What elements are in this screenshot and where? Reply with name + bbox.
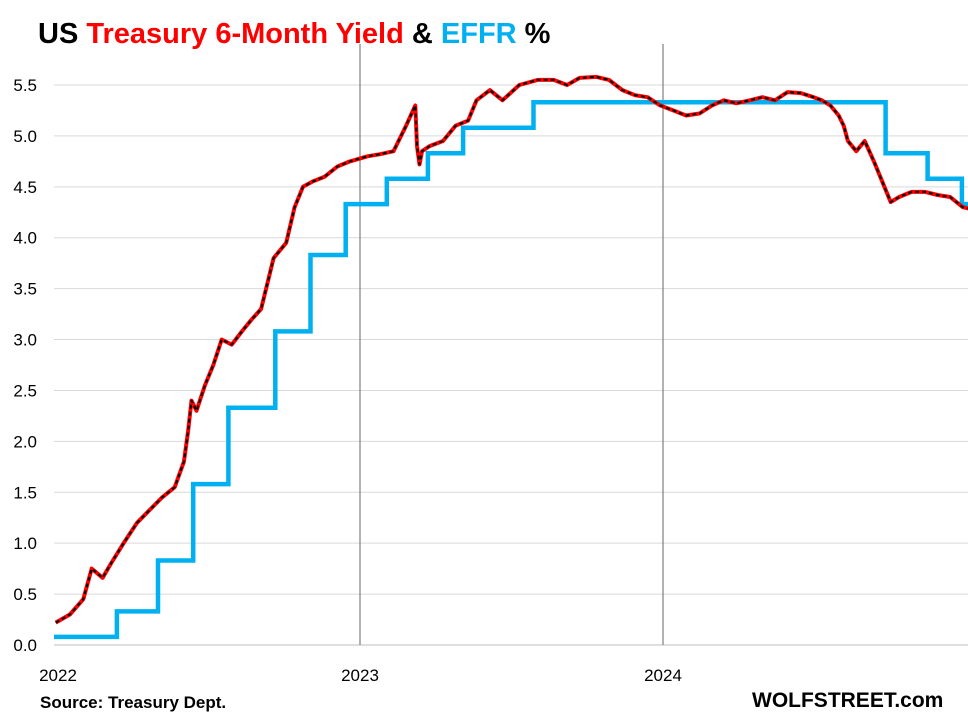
y-tick-label: 3.0 bbox=[13, 331, 37, 350]
y-axis-ticks: 0.0 0.5 1.0 1.5 2.0 2.5 3.0 3.5 4.0 4.5 5.0 5.5 bbox=[13, 76, 37, 655]
x-axis-ticks: 2022 2023 2024 bbox=[39, 666, 682, 685]
y-tick-label: 4.5 bbox=[13, 178, 37, 197]
x-tick-label: 2024 bbox=[644, 666, 682, 685]
y-tick-label: 5.5 bbox=[13, 76, 37, 95]
source-note: Source: Treasury Dept. bbox=[40, 693, 227, 712]
y-tick-label: 5.0 bbox=[13, 127, 37, 146]
y-tick-label: 1.0 bbox=[13, 534, 37, 553]
title-part: & bbox=[403, 18, 441, 50]
y-tick-label: 3.5 bbox=[13, 280, 37, 299]
y-tick-label: 2.0 bbox=[13, 432, 37, 451]
title-part: EFFR bbox=[440, 18, 517, 50]
x-tick-label: 2023 bbox=[341, 666, 379, 685]
y-tick-label: 1.5 bbox=[13, 483, 37, 502]
y-tick-label: 2.5 bbox=[13, 381, 37, 400]
title-part: US bbox=[38, 18, 87, 50]
x-tick-label: 2022 bbox=[39, 666, 77, 685]
y-tick-label: 0.0 bbox=[13, 636, 37, 655]
effr-line bbox=[54, 100, 968, 640]
title-part: Treasury 6-Month Yield bbox=[86, 18, 404, 50]
brand-watermark: WOLFSTREET.com bbox=[752, 689, 944, 712]
y-tick-label: 4.0 bbox=[13, 229, 37, 248]
treasury-6m-yield-dash bbox=[55, 75, 968, 624]
chart-title: US Treasury 6-Month Yield & EFFR % bbox=[38, 18, 550, 51]
y-tick-label: 0.5 bbox=[13, 585, 37, 604]
title-part: % bbox=[516, 18, 551, 50]
series-lines bbox=[54, 74, 968, 640]
grid-lines bbox=[54, 44, 968, 646]
